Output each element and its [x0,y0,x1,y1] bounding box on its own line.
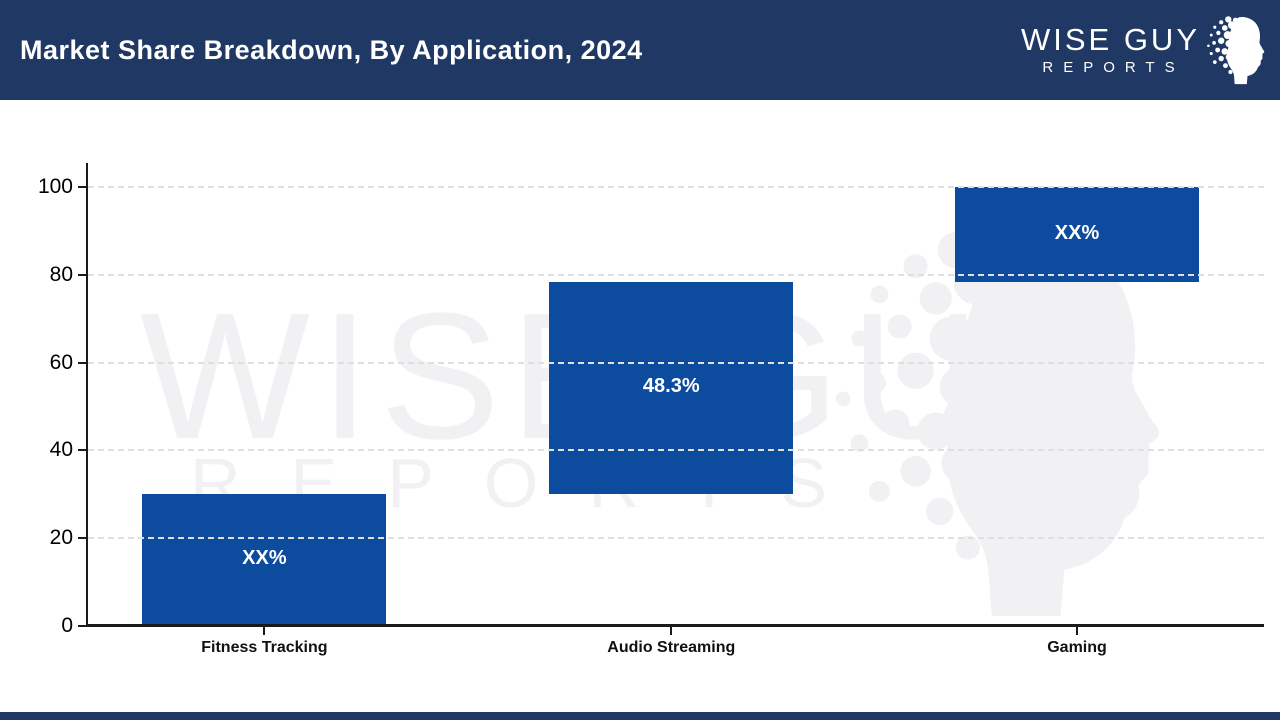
y-axis-tick-label: 40 [49,438,73,462]
bar-value-label: 48.3% [642,375,700,398]
y-axis-tick-label: 0 [61,614,73,637]
gridline [88,449,1264,452]
y-axis-tick-label: 100 [37,175,73,198]
x-axis-tick [1076,627,1079,635]
wiseguy-head-icon [1207,16,1265,85]
y-axis-line [86,163,88,627]
x-axis-tick-label: Fitness Tracking [201,639,328,656]
gridline [88,537,1264,540]
gridline [88,361,1264,364]
x-axis-tick [670,627,673,635]
x-axis-tick-label: Audio Streaming [607,639,736,656]
x-axis-tick-label: Gaming [1047,639,1107,656]
x-axis-line [86,624,1264,627]
y-axis-tick [78,625,88,627]
footer-strip [0,712,1280,720]
gridline [88,273,1264,276]
bar [142,494,387,626]
gridline [88,186,1264,188]
y-axis-tick [78,186,88,188]
watermark-head-icon [836,232,1160,616]
chart-title: Market Share Breakdown, By Application, … [20,34,643,65]
y-axis-tick-label: 20 [49,526,73,550]
y-axis-tick [78,273,88,276]
wiseguy-logo-text: WISE GUY REPORTS [1021,24,1200,76]
header-bar: Market Share Breakdown, By Application, … [0,0,1280,100]
x-axis-tick [263,627,266,635]
bar-value-label: XX% [1054,221,1100,244]
y-axis-tick [78,537,88,540]
y-axis-tick [78,449,88,452]
logo-subtitle: REPORTS [1042,58,1185,76]
bar [549,282,794,495]
wiseguy-logo: WISE GUY REPORTS [1021,8,1266,92]
logo-wordmark: WISE GUY [1020,22,1200,58]
y-axis-tick-label: 80 [49,262,73,286]
y-axis-tick [78,361,88,364]
bar [955,187,1200,283]
y-axis-tick-label: 60 [49,350,73,374]
bar-value-label: XX% [242,547,287,570]
